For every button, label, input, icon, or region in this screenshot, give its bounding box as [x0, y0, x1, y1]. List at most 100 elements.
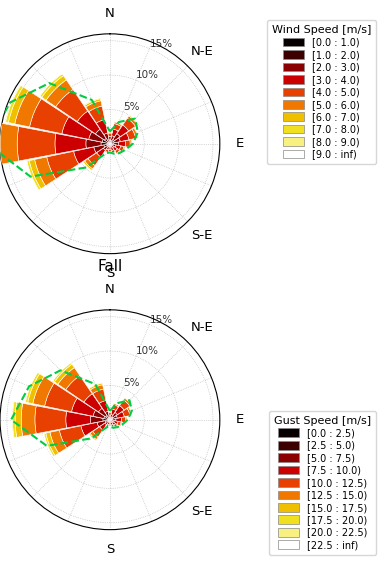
- Bar: [44, 433, 55, 457]
- Bar: [109, 424, 111, 426]
- Bar: [104, 152, 108, 154]
- Bar: [106, 147, 109, 150]
- Bar: [109, 144, 110, 145]
- Bar: [115, 149, 119, 154]
- Bar: [111, 426, 114, 428]
- Bar: [109, 143, 110, 144]
- Bar: [58, 367, 80, 390]
- Bar: [29, 159, 45, 189]
- Bar: [105, 151, 108, 153]
- Bar: [110, 143, 111, 144]
- Bar: [113, 402, 119, 406]
- Bar: [106, 426, 108, 427]
- Bar: [88, 435, 95, 442]
- Bar: [55, 133, 86, 154]
- Bar: [114, 402, 120, 405]
- Bar: [17, 126, 56, 161]
- Bar: [109, 426, 111, 427]
- Bar: [111, 147, 114, 151]
- Bar: [121, 423, 123, 427]
- Bar: [121, 423, 123, 427]
- Bar: [112, 427, 114, 428]
- Bar: [108, 144, 110, 145]
- Bar: [114, 121, 122, 125]
- Bar: [56, 90, 88, 121]
- Bar: [93, 427, 103, 437]
- Bar: [110, 415, 113, 418]
- Bar: [114, 421, 118, 424]
- Bar: [105, 420, 109, 423]
- Bar: [5, 85, 21, 122]
- Bar: [90, 431, 98, 440]
- Bar: [124, 147, 126, 153]
- Bar: [112, 412, 117, 418]
- Bar: [104, 133, 109, 140]
- Bar: [114, 122, 122, 126]
- Bar: [103, 145, 108, 150]
- Bar: [15, 402, 23, 438]
- Bar: [115, 405, 124, 415]
- Bar: [97, 148, 105, 157]
- Bar: [112, 152, 116, 154]
- Legend: [0.0 : 2.5), [2.5 : 5.0), [5.0 : 7.5), [7.5 : 10.0), [10.0 : 12.5), [12.5 : 15.0: [0.0 : 2.5), [2.5 : 5.0), [5.0 : 7.5), […: [269, 411, 376, 555]
- Bar: [107, 143, 110, 144]
- Bar: [132, 128, 138, 139]
- Bar: [34, 157, 56, 186]
- Bar: [116, 426, 118, 428]
- Bar: [39, 73, 62, 96]
- Bar: [108, 412, 111, 415]
- Bar: [108, 420, 110, 422]
- Bar: [84, 98, 100, 105]
- Bar: [106, 426, 108, 427]
- Bar: [47, 151, 79, 179]
- Bar: [117, 151, 121, 155]
- Bar: [115, 425, 118, 428]
- Bar: [88, 434, 96, 441]
- Bar: [89, 383, 103, 390]
- Bar: [111, 136, 114, 141]
- Bar: [112, 416, 117, 419]
- Bar: [129, 407, 133, 415]
- Bar: [111, 417, 113, 419]
- Bar: [96, 120, 108, 135]
- Bar: [108, 419, 110, 420]
- Bar: [89, 382, 102, 388]
- Bar: [110, 420, 111, 421]
- Bar: [123, 147, 126, 152]
- Bar: [111, 427, 114, 428]
- Bar: [113, 133, 120, 141]
- Bar: [113, 403, 119, 407]
- Bar: [112, 144, 116, 147]
- Bar: [46, 432, 59, 455]
- Bar: [104, 416, 108, 419]
- Bar: [105, 152, 108, 154]
- Bar: [111, 129, 118, 137]
- Bar: [109, 422, 111, 424]
- Bar: [89, 382, 102, 388]
- Bar: [110, 145, 112, 147]
- Bar: [89, 382, 102, 388]
- Bar: [123, 118, 135, 131]
- Bar: [107, 144, 109, 146]
- Bar: [112, 419, 116, 421]
- Bar: [66, 375, 92, 402]
- Bar: [28, 374, 44, 404]
- Bar: [108, 136, 111, 140]
- Bar: [127, 416, 128, 423]
- Bar: [66, 412, 91, 428]
- Bar: [88, 153, 101, 166]
- Bar: [99, 408, 107, 417]
- Bar: [101, 142, 107, 145]
- Bar: [86, 139, 101, 148]
- Bar: [113, 124, 121, 131]
- Bar: [45, 384, 77, 412]
- Bar: [74, 147, 96, 164]
- Bar: [0, 124, 19, 164]
- Bar: [55, 364, 74, 384]
- Bar: [134, 128, 139, 138]
- Bar: [93, 389, 106, 403]
- Bar: [130, 114, 139, 124]
- Bar: [106, 416, 109, 419]
- Bar: [110, 140, 112, 143]
- Bar: [123, 147, 126, 152]
